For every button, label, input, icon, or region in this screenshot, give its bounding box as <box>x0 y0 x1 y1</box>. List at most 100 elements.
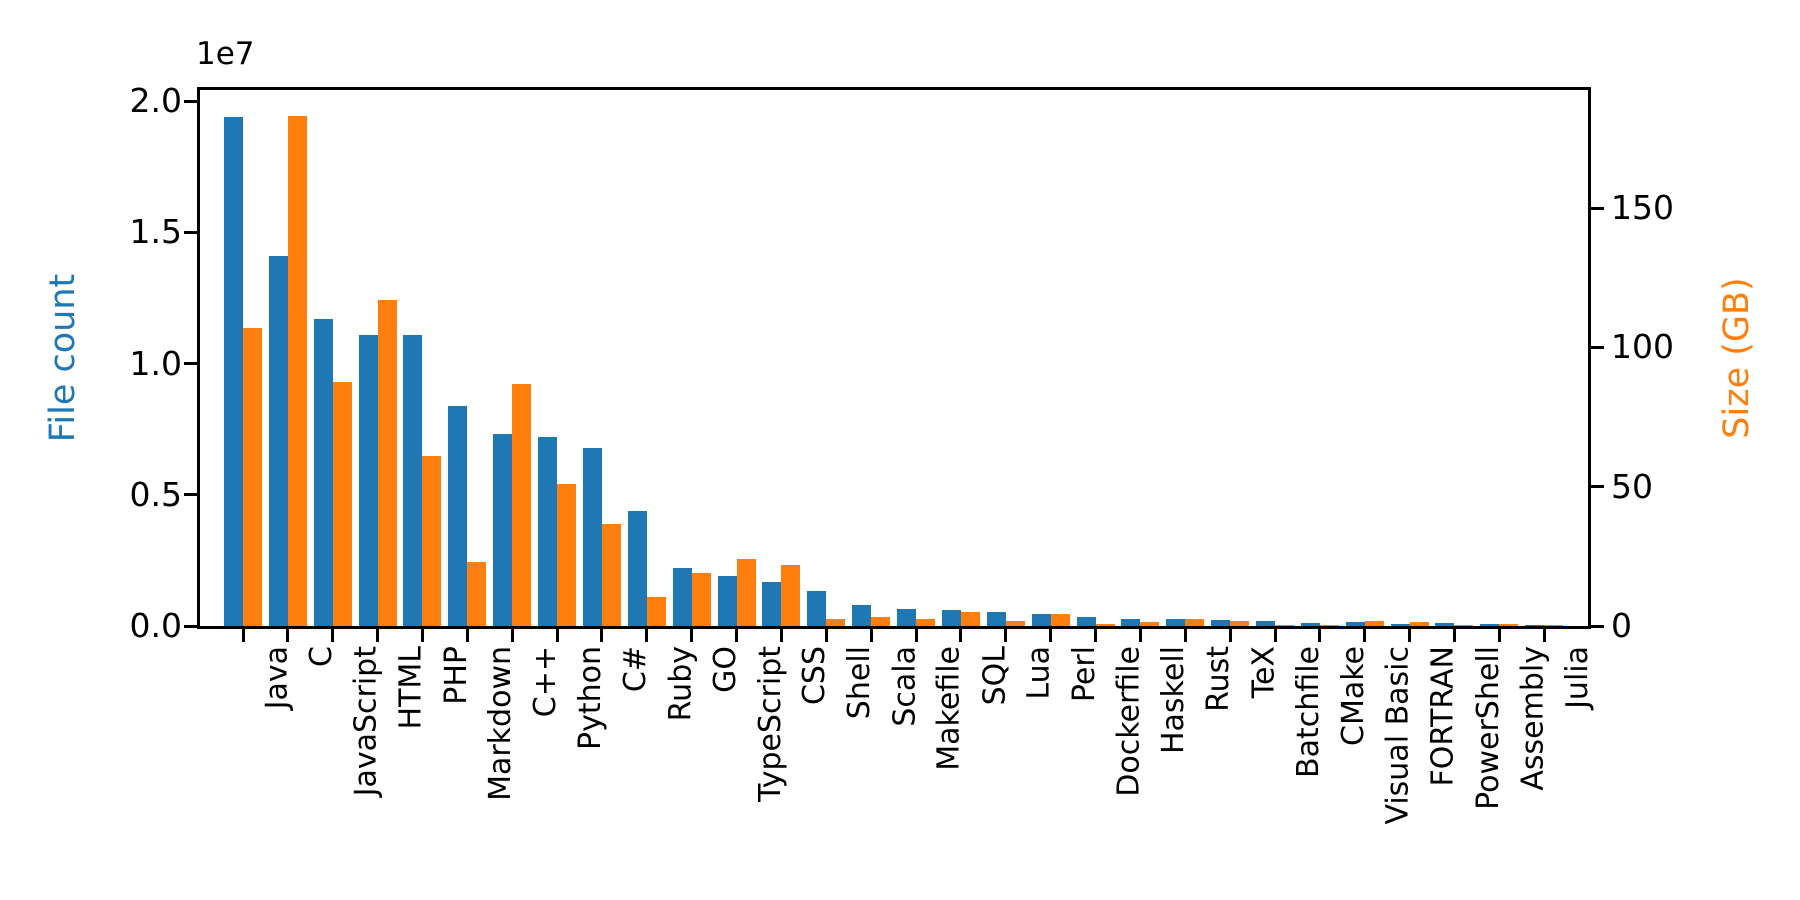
left-axis-title: File count <box>43 273 83 443</box>
x-tick-mark <box>645 629 649 642</box>
size-bar <box>1409 622 1429 626</box>
file-count-bar <box>1300 622 1320 626</box>
file-count-bar <box>852 605 872 626</box>
left-y-tick-mark <box>184 493 197 497</box>
size-bar <box>243 327 262 626</box>
right-y-tick-label: 150 <box>1611 188 1674 228</box>
file-count-bar <box>1076 617 1096 626</box>
x-tick-mark <box>1318 629 1322 642</box>
file-count-bar <box>986 612 1006 626</box>
x-tick-label-html: HTML <box>393 646 429 730</box>
file-count-bar <box>268 255 288 626</box>
right-y-tick-mark <box>1591 485 1604 489</box>
x-tick-label-c-: C++ <box>528 646 564 718</box>
size-bar <box>422 456 442 626</box>
x-tick-mark <box>1094 629 1098 642</box>
left-y-tick-label: 1.5 <box>129 212 182 252</box>
file-count-bar <box>1121 619 1141 626</box>
x-tick-mark <box>690 629 694 642</box>
file-count-bar <box>762 582 782 626</box>
file-count-bar <box>1166 618 1186 626</box>
file-count-bar <box>1031 613 1051 626</box>
x-tick-label-c: C <box>303 646 339 667</box>
x-tick-label-julia: Julia <box>1560 646 1596 709</box>
x-tick-mark <box>869 629 873 642</box>
x-tick-label-markdown: Markdown <box>483 646 519 801</box>
size-bar <box>1544 625 1564 626</box>
size-bar <box>1005 620 1025 626</box>
right-y-tick-mark <box>1591 624 1604 628</box>
x-tick-mark <box>959 629 963 642</box>
x-tick-label-tex: TeX <box>1246 646 1282 699</box>
x-tick-label-sql: SQL <box>976 646 1012 706</box>
size-bar <box>871 617 891 626</box>
file-count-bar <box>313 318 333 626</box>
x-tick-mark <box>465 629 469 642</box>
size-bar <box>1185 619 1205 626</box>
file-count-bar <box>538 437 558 626</box>
size-bar <box>1454 625 1474 626</box>
size-bar <box>1319 625 1339 626</box>
file-count-bar <box>1390 623 1410 626</box>
x-tick-label-go: GO <box>707 646 743 693</box>
x-tick-mark <box>1004 629 1008 642</box>
x-tick-mark <box>1452 629 1456 642</box>
file-count-bar <box>1256 621 1275 626</box>
x-tick-mark <box>914 629 918 642</box>
size-bar <box>736 559 756 626</box>
x-tick-mark <box>1138 629 1142 642</box>
size-bar <box>916 619 936 626</box>
size-bar <box>1499 624 1519 626</box>
size-bar <box>512 383 532 626</box>
x-tick-label-ruby: Ruby <box>662 646 698 722</box>
x-tick-label-powershell: PowerShell <box>1470 646 1506 810</box>
x-tick-mark <box>1497 629 1501 642</box>
x-tick-label-makefile: Makefile <box>932 646 968 771</box>
left-y-tick-mark <box>184 230 197 234</box>
x-tick-label-assembly: Assembly <box>1515 646 1551 791</box>
size-bar <box>601 524 621 626</box>
x-tick-mark <box>1049 629 1053 642</box>
left-y-tick-mark <box>184 99 197 103</box>
file-count-bar <box>1345 622 1365 626</box>
x-tick-label-haskell: Haskell <box>1156 646 1192 755</box>
size-bar <box>1275 624 1294 626</box>
size-bar <box>332 382 352 626</box>
size-bar <box>377 300 397 626</box>
file-count-bar <box>1480 623 1500 626</box>
right-y-tick-mark <box>1591 345 1604 349</box>
file-count-bar <box>897 609 917 626</box>
file-count-bar <box>1435 623 1455 626</box>
file-count-bar <box>941 609 961 626</box>
size-bar <box>781 564 801 626</box>
right-y-tick-mark <box>1591 206 1604 210</box>
right-y-tick-label: 50 <box>1611 466 1653 506</box>
file-count-bar <box>627 510 647 626</box>
size-bar <box>646 596 666 626</box>
left-y-tick-mark <box>184 624 197 628</box>
left-y-tick-label: 0.5 <box>129 474 182 514</box>
x-tick-label-cmake: CMake <box>1335 646 1371 746</box>
x-tick-label-php: PHP <box>438 646 474 705</box>
x-tick-label-perl: Perl <box>1066 646 1102 703</box>
x-tick-mark <box>331 629 335 642</box>
size-bar <box>691 573 711 626</box>
right-axis-title: Size (GB) <box>1717 277 1757 439</box>
left-y-tick-label: 2.0 <box>129 81 182 121</box>
x-tick-mark <box>376 629 380 642</box>
x-tick-mark <box>286 629 290 642</box>
size-bar <box>1230 620 1250 626</box>
size-bar <box>826 619 846 626</box>
size-bar <box>1050 614 1070 626</box>
x-tick-mark <box>600 629 604 642</box>
x-tick-mark <box>510 629 514 642</box>
file-count-bar <box>807 591 827 626</box>
right-y-tick-label: 0 <box>1611 606 1632 645</box>
x-tick-mark <box>1542 629 1546 642</box>
x-tick-mark <box>1183 629 1187 642</box>
x-tick-label-c-: C# <box>617 646 653 693</box>
x-tick-label-batchfile: Batchfile <box>1291 646 1327 778</box>
x-tick-mark <box>241 629 245 642</box>
left-y-tick-label: 1.0 <box>129 343 182 383</box>
